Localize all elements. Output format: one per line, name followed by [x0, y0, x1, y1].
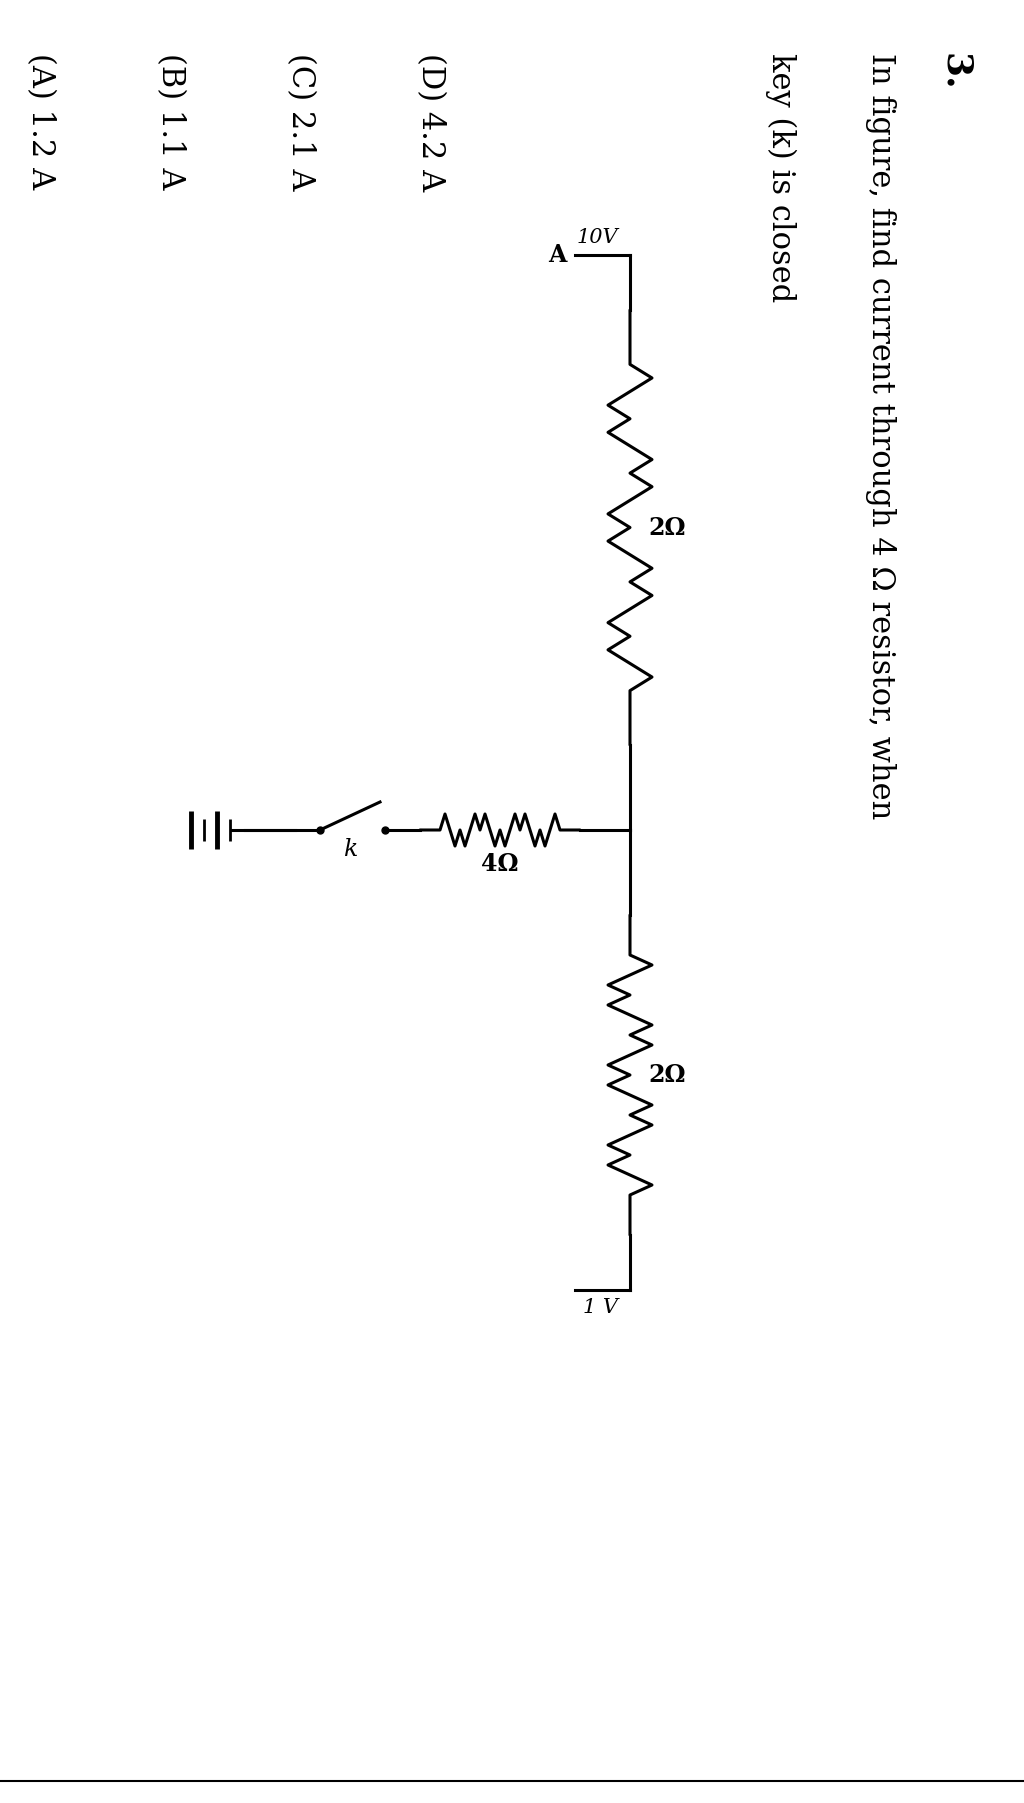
Text: In figure, find current through 4 Ω resistor, when: In figure, find current through 4 Ω resi…	[865, 52, 896, 819]
Text: (A) 1.2 A: (A) 1.2 A	[25, 52, 56, 189]
Text: 2Ω: 2Ω	[648, 1064, 685, 1087]
Text: (B) 1.1 A: (B) 1.1 A	[155, 52, 186, 189]
Text: k: k	[343, 838, 357, 862]
Text: (D) 4.2 A: (D) 4.2 A	[415, 52, 446, 191]
Text: (C) 2.1 A: (C) 2.1 A	[285, 52, 316, 191]
Text: 10V: 10V	[577, 227, 618, 247]
Text: 4Ω: 4Ω	[481, 853, 519, 876]
Text: key (k) is closed: key (k) is closed	[765, 52, 797, 303]
Text: 2Ω: 2Ω	[648, 516, 685, 539]
Text: A: A	[549, 243, 567, 267]
Text: 3.: 3.	[938, 52, 972, 90]
Text: 1 V: 1 V	[583, 1298, 618, 1316]
